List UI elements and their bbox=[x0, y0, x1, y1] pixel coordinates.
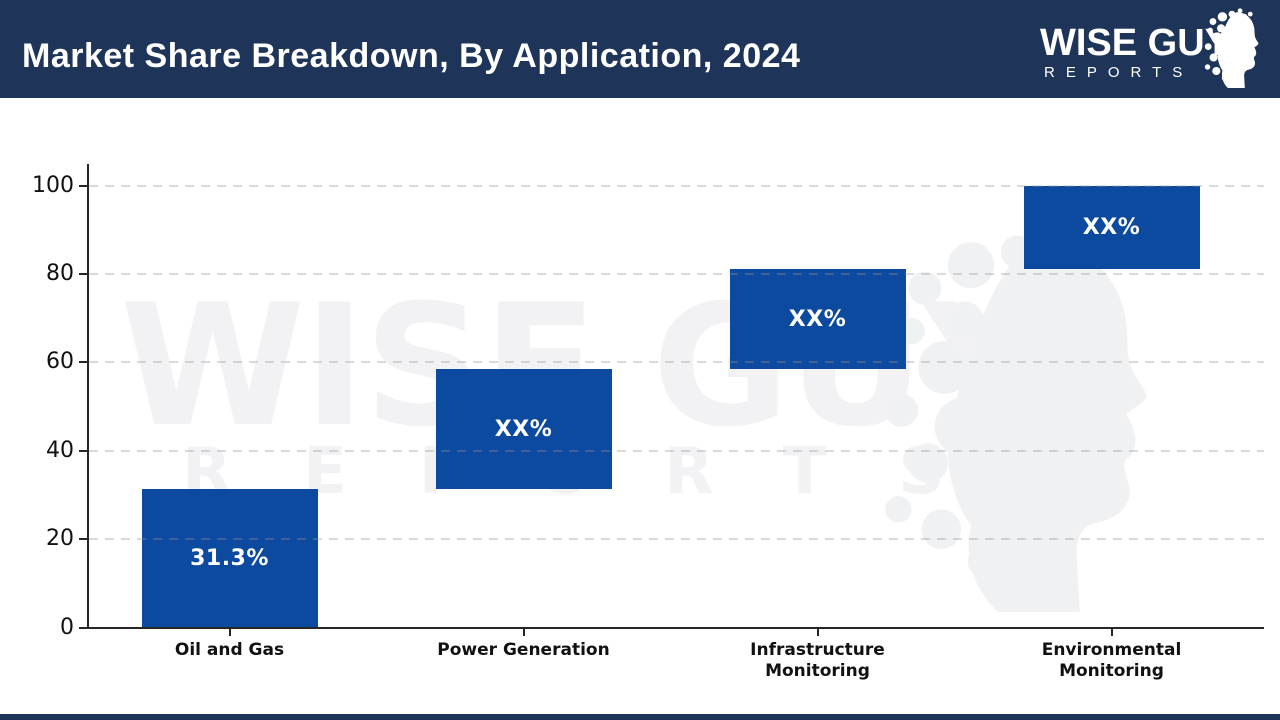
y-tick-label-20: 20 bbox=[46, 526, 74, 552]
bar-environmental-monitoring: XX% bbox=[1023, 185, 1200, 270]
y-tick-label-60: 60 bbox=[46, 349, 74, 375]
bar-value-label: XX% bbox=[494, 416, 553, 442]
gridline-80 bbox=[89, 272, 1264, 275]
x-tick-mark-1 bbox=[522, 629, 525, 636]
gridline-40 bbox=[89, 449, 1264, 452]
logo-wiseguy-text: WISE GUY bbox=[1040, 22, 1231, 64]
x-tick-mark-3 bbox=[1110, 629, 1113, 636]
x-tick-label-oil-and-gas: Oil and Gas bbox=[174, 640, 285, 660]
gridline-100 bbox=[89, 184, 1264, 187]
x-tick-label-power-generation: Power Generation bbox=[437, 640, 610, 660]
y-tick-label-40: 40 bbox=[46, 437, 74, 463]
footer-bar bbox=[0, 714, 1280, 720]
bar-infrastructure-monitoring: XX% bbox=[729, 269, 906, 369]
y-tick-mark-100 bbox=[79, 184, 87, 187]
bar-value-label: XX% bbox=[788, 306, 847, 332]
chart-title: Market Share Breakdown, By Application, … bbox=[22, 37, 801, 75]
x-axis-spine bbox=[87, 627, 1264, 629]
x-tick-mark-2 bbox=[816, 629, 819, 636]
bar-value-label: 31.3% bbox=[190, 545, 269, 571]
y-tick-label-0: 0 bbox=[60, 614, 74, 640]
bar-power-generation: XX% bbox=[435, 368, 612, 490]
header-bar: Market Share Breakdown, By Application, … bbox=[0, 0, 1280, 98]
bar-value-label: XX% bbox=[1082, 214, 1141, 240]
wise-guy-reports-logo: WISE GUY REPORTS bbox=[1026, 6, 1266, 94]
y-tick-mark-0 bbox=[79, 626, 87, 629]
y-tick-mark-60 bbox=[79, 361, 87, 364]
y-tick-mark-20 bbox=[79, 538, 87, 541]
y-tick-label-100: 100 bbox=[32, 172, 74, 198]
gridline-60 bbox=[89, 361, 1264, 364]
y-axis-spine bbox=[87, 164, 89, 629]
y-tick-mark-80 bbox=[79, 272, 87, 275]
y-tick-label-80: 80 bbox=[46, 260, 74, 286]
logo-head-icon bbox=[1204, 8, 1259, 88]
watermark-head-icon bbox=[885, 223, 1147, 612]
x-tick-label-environmental-monitoring: Environmental Monitoring bbox=[1041, 640, 1182, 681]
logo-reports-text: REPORTS bbox=[1044, 64, 1194, 81]
x-tick-label-infrastructure-monitoring: Infrastructure Monitoring bbox=[750, 640, 885, 681]
x-tick-mark-0 bbox=[228, 629, 231, 636]
bar-oil-and-gas: 31.3% bbox=[141, 489, 318, 628]
y-tick-mark-40 bbox=[79, 449, 87, 452]
gridline-20 bbox=[89, 538, 1264, 541]
